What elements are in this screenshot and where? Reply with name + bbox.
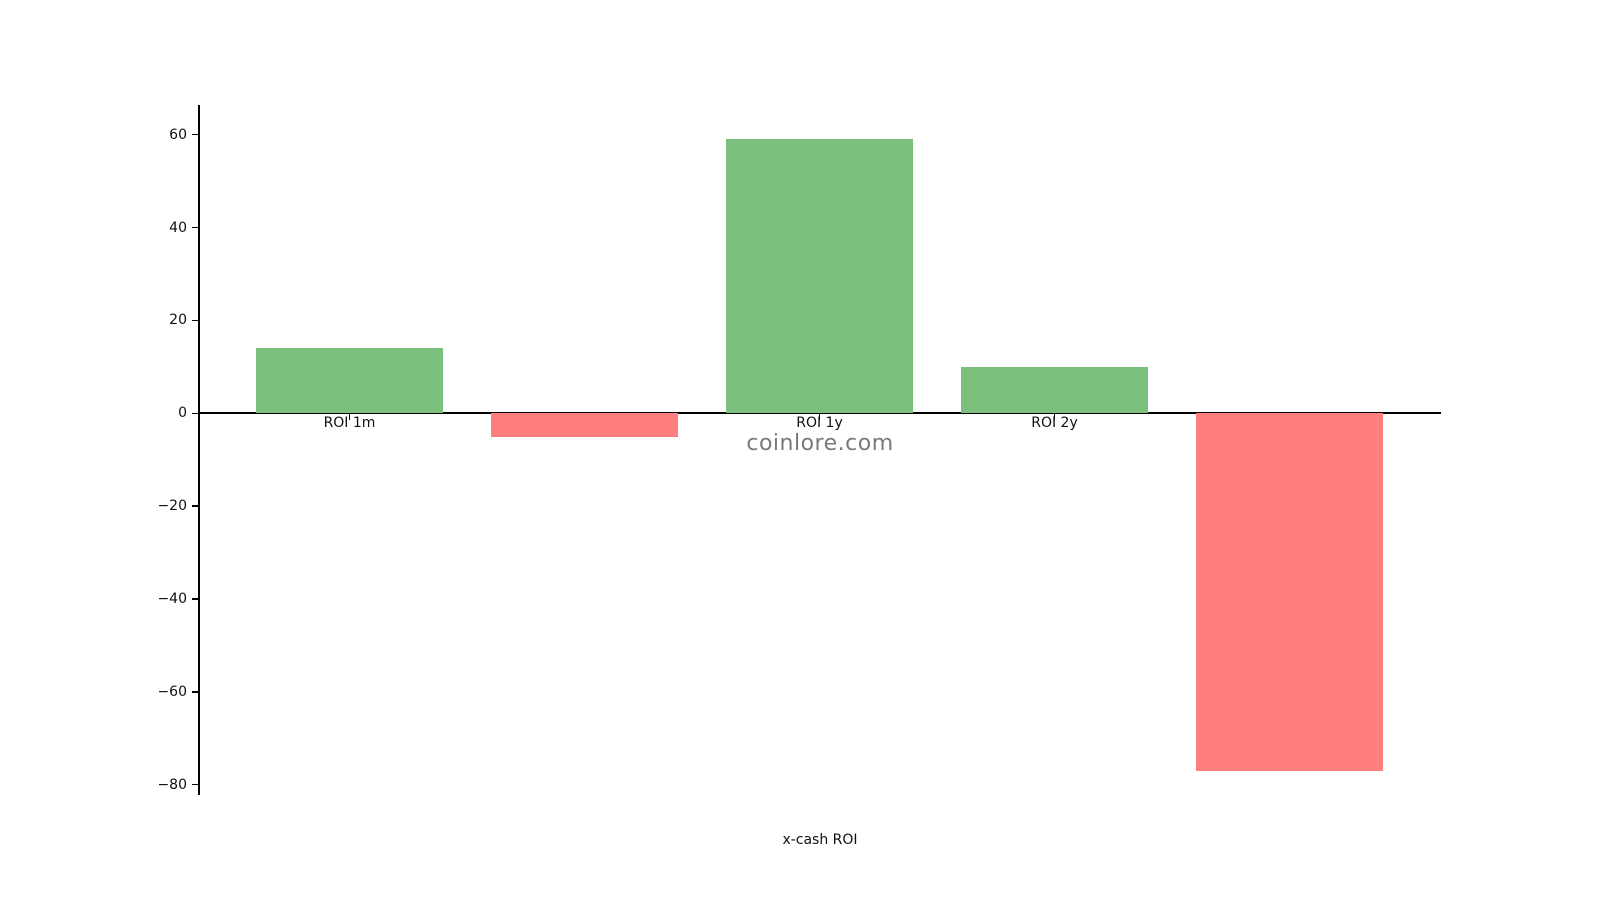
chart-title: x-cash ROI xyxy=(782,832,858,848)
bar-roi-2y xyxy=(960,366,1149,414)
y-tick-mark--20 xyxy=(191,505,199,507)
y-tick-mark-0 xyxy=(191,412,199,414)
y-tick-mark--80 xyxy=(191,784,199,786)
x-tick-mark-2 xyxy=(818,413,821,420)
x-tick-label-roi-1m: ROI 1m xyxy=(323,414,376,431)
y-axis-line xyxy=(198,105,200,795)
y-tick-mark-40 xyxy=(191,226,199,229)
y-tick-label--80: −80 xyxy=(157,776,187,793)
x-tick-label-roi-2y: ROI 2y xyxy=(1031,414,1078,431)
x-tick-mark-0 xyxy=(348,413,351,420)
y-tick-label-40: 40 xyxy=(169,219,187,236)
y-tick-label--60: −60 xyxy=(157,683,187,700)
y-tick-mark-20 xyxy=(191,319,199,322)
y-tick-label-60: 60 xyxy=(169,126,187,143)
y-tick-mark--60 xyxy=(191,691,199,693)
bar-roi-1m xyxy=(255,348,444,414)
bar-index-4 xyxy=(1195,413,1384,771)
y-tick-label--40: −40 xyxy=(157,591,187,608)
y-tick-label-20: 20 xyxy=(169,312,187,329)
bar-index-1 xyxy=(490,413,679,437)
y-tick-mark-60 xyxy=(191,134,199,136)
x-tick-mark-3 xyxy=(1053,413,1056,420)
y-tick-mark--40 xyxy=(191,598,199,600)
x-tick-label-roi-1y: ROI 1y xyxy=(796,414,843,431)
y-tick-label-0: 0 xyxy=(178,405,187,422)
watermark-text: coinlore.com xyxy=(746,431,894,456)
y-tick-label--20: −20 xyxy=(157,498,187,515)
bar-roi-1y xyxy=(725,139,914,414)
